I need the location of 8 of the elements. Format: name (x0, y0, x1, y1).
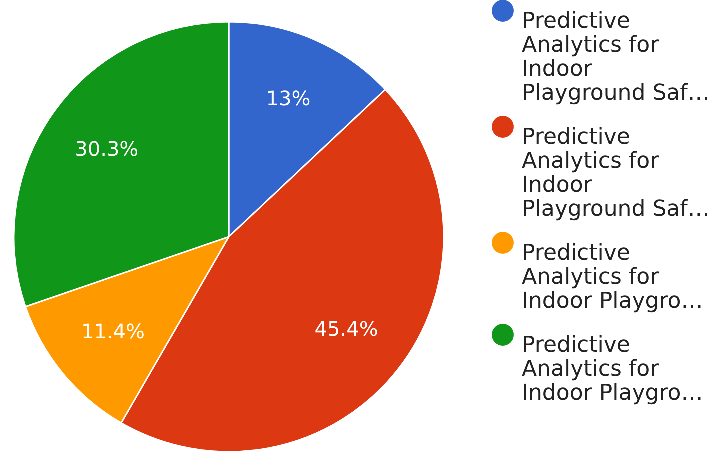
legend-label: Predictive Analytics for Indoor Playground Saf… (522, 9, 710, 106)
legend-label: Predictive Analytics for Indoor Playground Saf… (522, 125, 710, 222)
data-label: 11.4% (81, 319, 145, 344)
legend-label: Predictive Analytics for Indoor Playgro… (522, 333, 704, 406)
data-label: 13% (266, 86, 311, 110)
legend-label: Predictive Analytics for Indoor Playgro… (522, 241, 704, 314)
data-label: 30.3% (75, 136, 139, 161)
data-label: 45.4% (314, 317, 378, 342)
